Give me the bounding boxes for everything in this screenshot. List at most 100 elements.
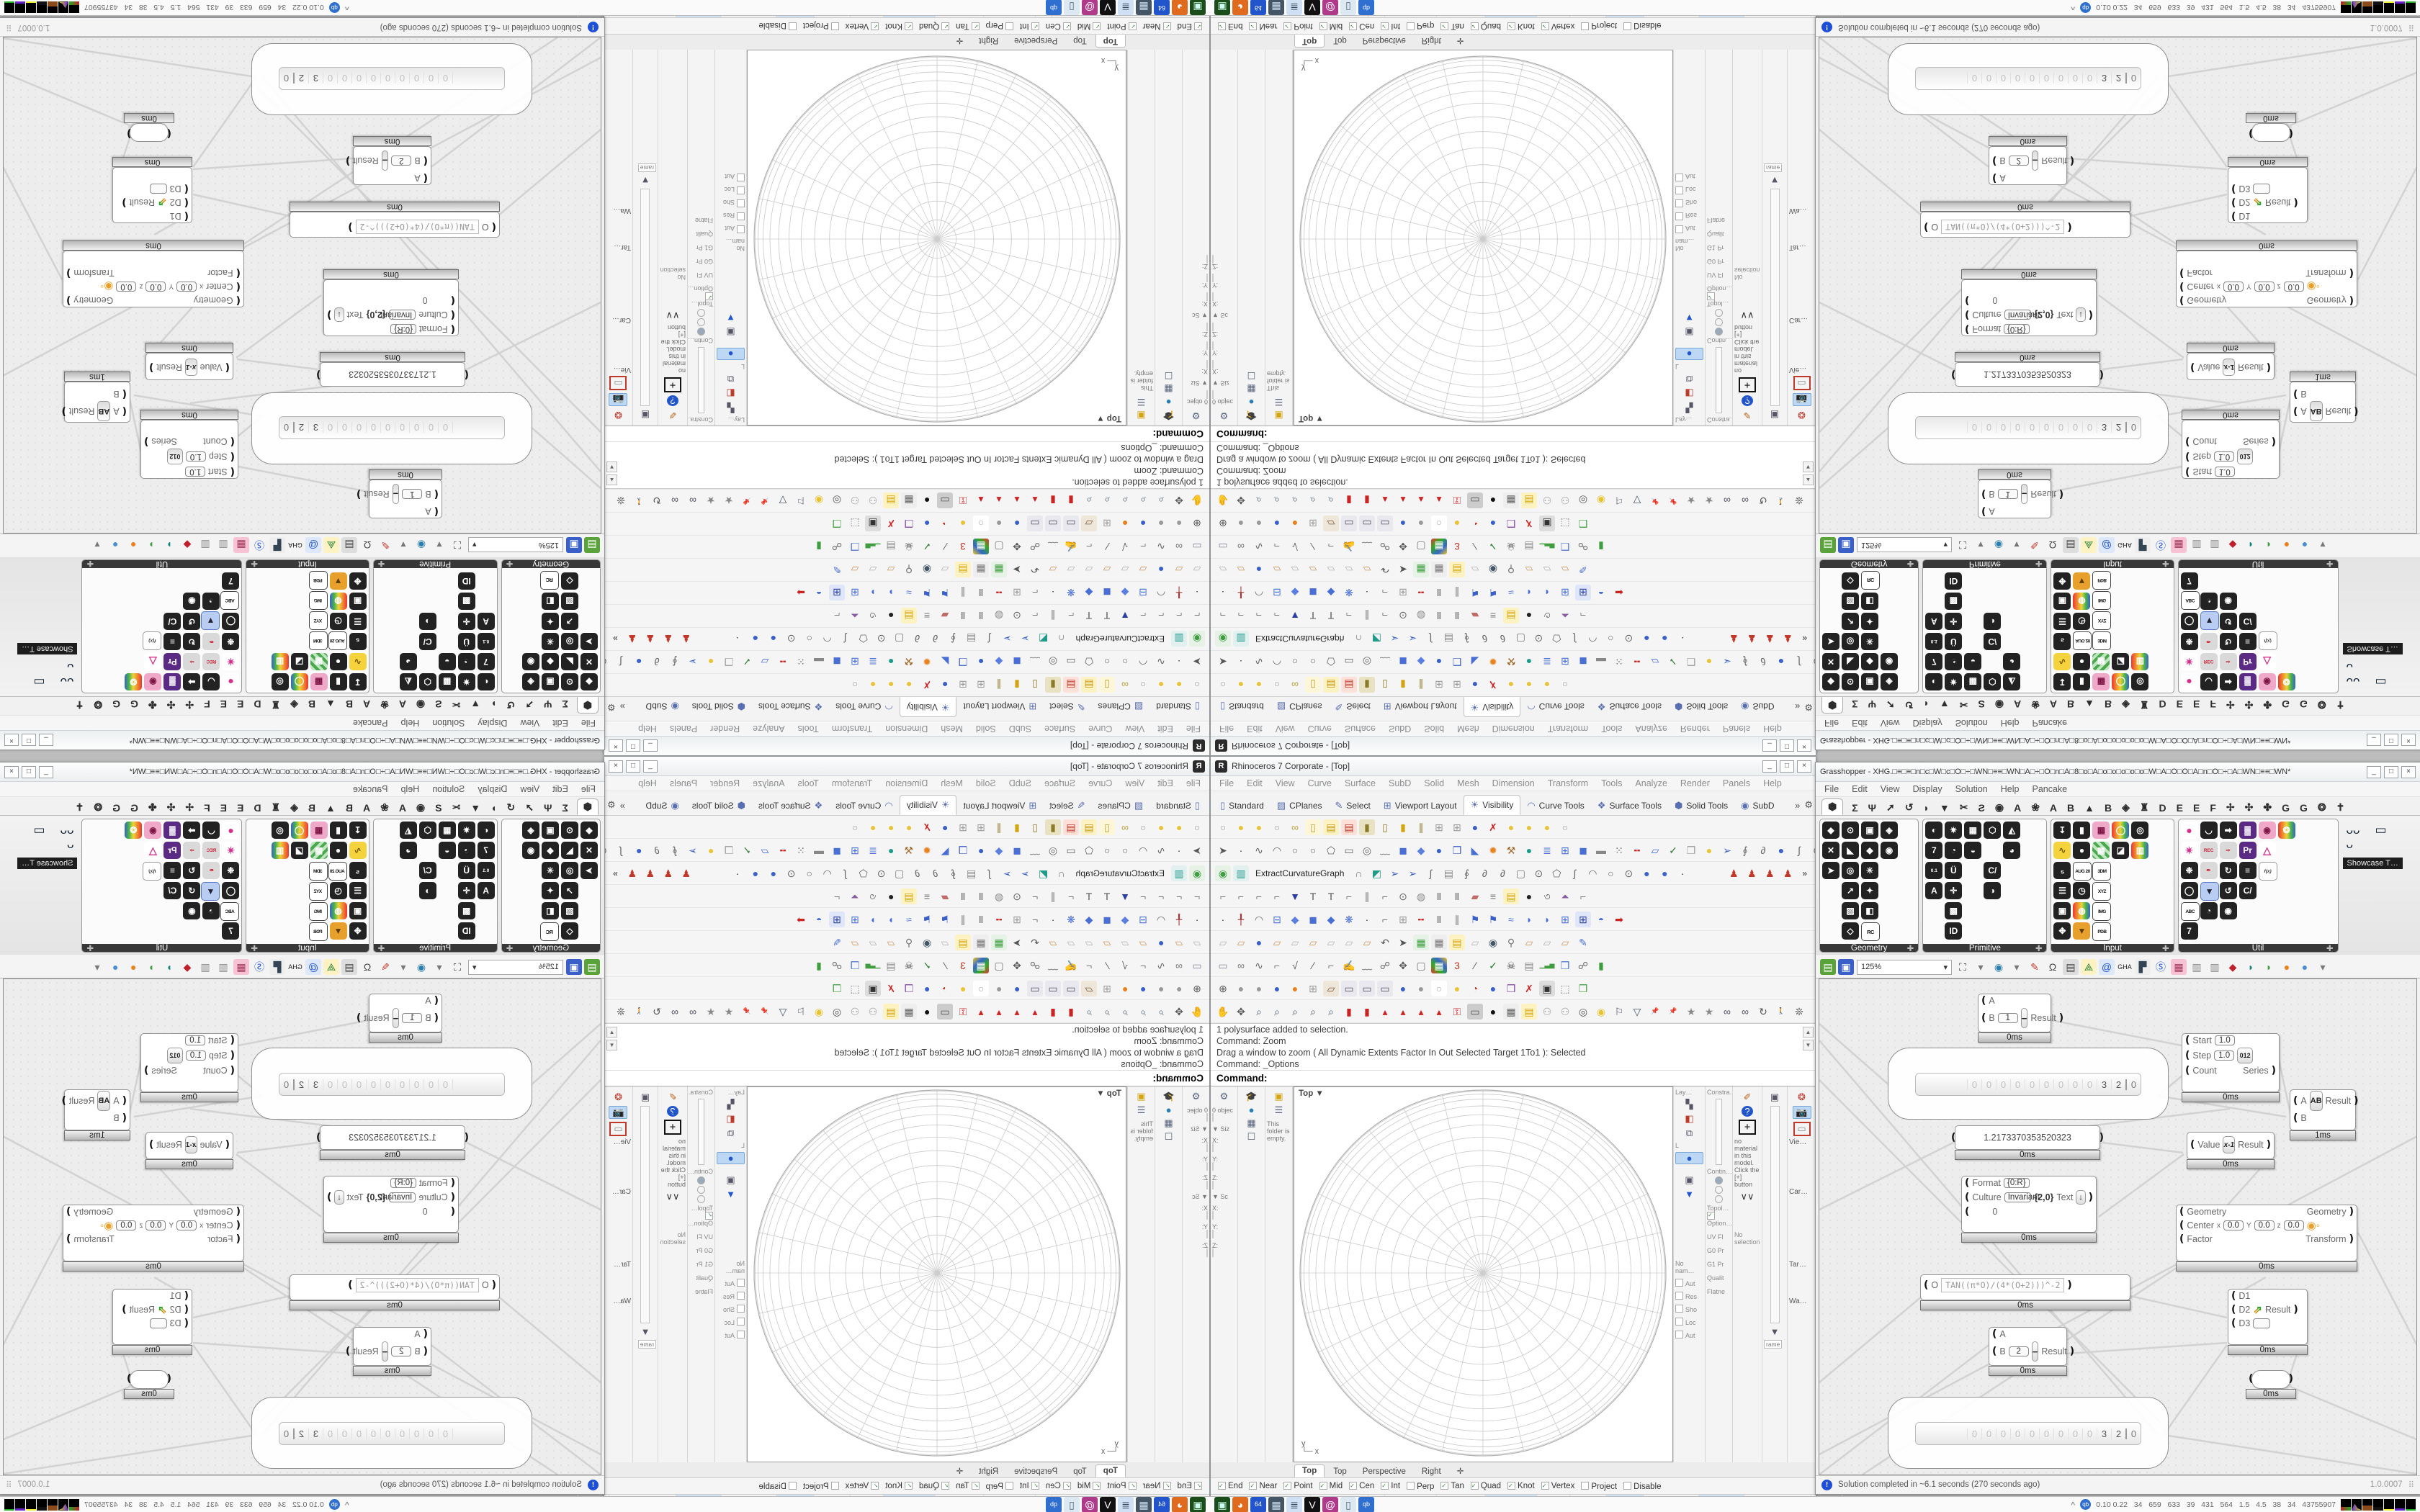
material-icon[interactable]: 🎓 [1162, 1091, 1175, 1102]
folder-green-icon[interactable]: ▤ [584, 537, 600, 553]
toolbar-tab-select[interactable]: ✎ Select [1049, 701, 1085, 712]
component-icon[interactable]: ▣ [542, 673, 559, 690]
menu-item-dimension[interactable]: Dimension [885, 724, 928, 734]
corner-icon[interactable]: ⌐ [1345, 890, 1353, 902]
gha-icon[interactable]: GHA [288, 963, 302, 971]
mag-icon[interactable]: ⌕ [1292, 1005, 1298, 1017]
ruler2-icon[interactable]: ▭ [1218, 541, 1228, 553]
component-icon[interactable]: ✛ [457, 613, 475, 630]
gh-category-tab[interactable]: ✤ [2263, 699, 2272, 711]
ibeam-icon[interactable]: Ⅱ [978, 890, 984, 902]
puzzle-teal-icon[interactable]: ◩ [1039, 867, 1049, 879]
component-icon[interactable]: AUG 20 [328, 631, 347, 650]
surface-blue-icon[interactable]: ◆ [1291, 587, 1299, 599]
component-icon[interactable]: ↺ [2219, 882, 2237, 899]
list-icon[interactable]: ≡ [1489, 890, 1497, 902]
arc-icon[interactable]: ◠ [823, 867, 832, 879]
menu-item-display[interactable]: Display [1912, 718, 1942, 728]
osnap-disable[interactable]: Disable [759, 1481, 797, 1491]
dot-icon[interactable]: · [1239, 656, 1243, 668]
target-yellow-icon[interactable]: ◉ [1596, 1005, 1606, 1017]
toolbar-tab-viewport-layout[interactable]: ⊞ Viewport Layout [963, 800, 1037, 811]
funnel-icon[interactable]: ▽ [779, 1005, 787, 1017]
component-icon[interactable]: ◔ [202, 593, 220, 610]
move-icon[interactable]: ✥ [1237, 495, 1245, 507]
component-icon[interactable]: ▥ [271, 842, 289, 859]
checkbox-aut[interactable]: Aut [717, 173, 745, 181]
bulb-pair-icon[interactable]: ∞ [1291, 679, 1299, 691]
component-icon[interactable]: ▓ [163, 673, 182, 690]
osnap-tan[interactable]: Tan [956, 22, 980, 30]
rhino-command-area[interactable]: 1 polysurface added to selection. Comman… [1211, 426, 1816, 489]
menu-item-edit[interactable]: Edit [1157, 724, 1173, 734]
circle-icon[interactable]: ○ [1103, 656, 1111, 668]
gh-category-tab[interactable]: B [2105, 698, 2112, 710]
ball-pencil-icon[interactable]: ✎ [1579, 936, 1587, 948]
viewport-title-dropdown[interactable]: Top ▼ [1096, 414, 1121, 423]
group-expand-icon[interactable]: ✚ [2326, 945, 2334, 953]
panel-node[interactable]: ( 1.2173370353520323 ) [1951, 1125, 2104, 1150]
ball-blue-icon[interactable]: ● [770, 867, 776, 879]
constraints-panel-narrow[interactable]: Constra… Contin… Topol… Option… UV FlG0 … [688, 1086, 715, 1462]
snow2-icon[interactable]: ❊ [1795, 495, 1803, 507]
slider-digit[interactable]: 0 [2082, 73, 2097, 84]
star-icon[interactable]: ★ [1704, 495, 1714, 507]
merge-node[interactable]: (D1 (D2 ⇗ Result) (D3 [2228, 167, 2308, 223]
subtraction-node[interactable]: (A (B 1 − Result) [357, 480, 442, 518]
checkbox-aut[interactable]: Aut [1675, 173, 1703, 181]
auto-checkbox-list[interactable]: Aut Res Sho Loc Aut [717, 173, 745, 233]
component-icon[interactable]: Ü [457, 633, 475, 650]
component-icon[interactable]: ◯ [290, 673, 308, 690]
gh-category-tab[interactable]: ✝ [75, 801, 84, 813]
palette-group-label[interactable]: Input ✚ [246, 559, 369, 568]
component-icon[interactable]: ☰ [2053, 882, 2071, 899]
calc-icon[interactable]: ▦ [1431, 934, 1447, 950]
arrow-red-icon[interactable]: ➡ [1615, 913, 1623, 925]
osnap-project[interactable]: Project [1581, 22, 1617, 31]
component-icon[interactable]: ➤ [581, 862, 598, 879]
axes-sel-icon[interactable]: ⟁ [2081, 959, 2097, 975]
gh-category-tab[interactable]: ➚ [1886, 801, 1895, 813]
patch-icon[interactable]: ▱ [1291, 936, 1299, 948]
panel-scrollbar[interactable] [640, 1106, 650, 1323]
ibeam-icon[interactable]: Ⅱ [1436, 610, 1442, 622]
component-icon[interactable]: ◕ [399, 842, 417, 859]
gh-category-tab[interactable]: ▲ [2084, 802, 2095, 814]
command-scrollbar[interactable]: ▲ ▼ [606, 1027, 617, 1050]
gh-category-tab[interactable]: A [2049, 698, 2058, 710]
component-icon[interactable]: ⇨ [183, 653, 201, 670]
caret-icon[interactable]: ▾ [94, 961, 100, 973]
arc-icon[interactable]: ◠ [1588, 867, 1597, 879]
slider-digit[interactable]: 0 [1996, 1428, 2010, 1439]
component-icon[interactable]: Ü [457, 862, 475, 879]
component-icon[interactable]: ◎ [271, 673, 289, 690]
surface-blue-icon[interactable]: ◆ [1417, 656, 1425, 668]
slider-digit[interactable]: 0 [279, 1079, 295, 1090]
circle-dot-icon[interactable]: ⊙ [1624, 633, 1634, 645]
page-red-icon[interactable]: ▤ [1341, 819, 1357, 835]
glasses-icon[interactable]: ∞ [671, 1005, 678, 1017]
maximize-button[interactable]: □ [626, 739, 640, 752]
key-red-icon[interactable]: ⚿ [1453, 495, 1461, 507]
palette-group-label[interactable]: Geometry ✚ [1820, 944, 1919, 952]
patch-red-icon[interactable]: ▱ [887, 936, 895, 948]
component-icon[interactable]: ⊙ [561, 673, 578, 690]
menu-item-edit[interactable]: Edit [1247, 724, 1263, 734]
gh-menubar[interactable]: File Edit View Display Solution Help Pancake [1816, 715, 2420, 730]
key-red-icon[interactable]: ⚿ [959, 1005, 967, 1017]
plane-blue-icon[interactable]: ▱ [1651, 656, 1659, 668]
slash-icon[interactable]: ∕ [944, 959, 946, 971]
dots-grid-icon[interactable]: ⁙ [1615, 656, 1623, 668]
maximize-button[interactable]: □ [2384, 734, 2398, 747]
component-icon[interactable]: ◎ [271, 822, 289, 839]
spray-icon[interactable]: ✐ [1743, 1092, 1752, 1102]
app-fox-icon[interactable]: ◕ [1232, 1496, 1248, 1512]
slash-icon[interactable]: ∕ [1474, 959, 1476, 971]
move-icon[interactable]: ✥ [1237, 1005, 1245, 1017]
slider-digit[interactable]: 0 [367, 1428, 381, 1439]
menu-item-transform[interactable]: Transform [831, 778, 873, 788]
toolbar-tab-visibility[interactable]: ☀ Visibility [1463, 795, 1521, 815]
component-icon[interactable]: ▦ [310, 673, 328, 690]
